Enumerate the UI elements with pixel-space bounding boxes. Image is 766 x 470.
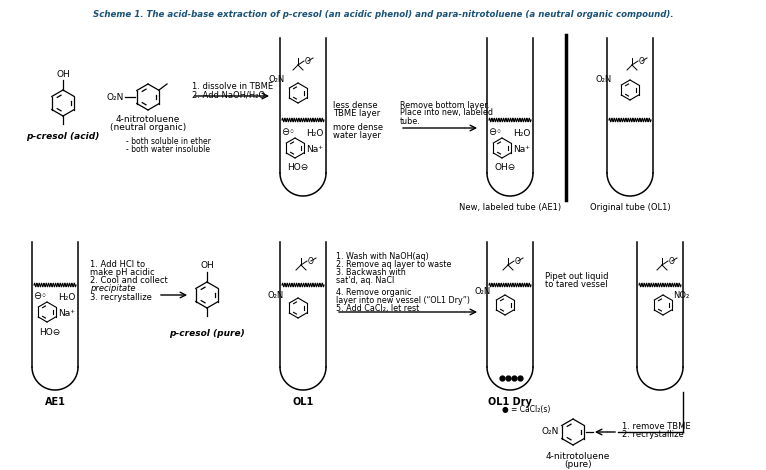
Text: OH: OH [56, 70, 70, 79]
Text: 3. recrystallize: 3. recrystallize [90, 293, 152, 302]
Text: Na⁺: Na⁺ [306, 146, 323, 155]
Text: 1. dissolve in TBME: 1. dissolve in TBME [192, 82, 273, 91]
Text: water layer: water layer [333, 132, 381, 141]
Text: HO⊖: HO⊖ [287, 163, 309, 172]
Text: OL1 Dry: OL1 Dry [488, 397, 532, 407]
Text: H₂O: H₂O [306, 130, 323, 139]
Text: Na⁺: Na⁺ [58, 310, 75, 319]
Text: more dense: more dense [333, 124, 383, 133]
Text: TBME layer: TBME layer [333, 109, 380, 118]
Text: p-cresol (acid): p-cresol (acid) [26, 132, 100, 141]
Text: 1. Wash with NaOH(aq): 1. Wash with NaOH(aq) [336, 252, 429, 261]
Text: O₂N: O₂N [269, 76, 285, 85]
Text: 2. Remove aq layer to waste: 2. Remove aq layer to waste [336, 260, 451, 269]
Text: 2. Add NaOH/H₂O: 2. Add NaOH/H₂O [192, 90, 265, 99]
Text: O: O [305, 56, 311, 65]
Text: layer into new vessel (“OL1 Dry”): layer into new vessel (“OL1 Dry”) [336, 296, 470, 305]
Text: Original tube (OL1): Original tube (OL1) [590, 203, 670, 212]
Text: - both water insoluble: - both water insoluble [126, 145, 210, 154]
Text: (pure): (pure) [565, 460, 592, 469]
Text: OL1: OL1 [293, 397, 313, 407]
Text: ● = CaCl₂(s): ● = CaCl₂(s) [502, 405, 551, 414]
Text: Place into new, labeled: Place into new, labeled [400, 109, 493, 118]
Text: - both soluble in ether: - both soluble in ether [126, 137, 211, 146]
Text: Remove bottom layer.: Remove bottom layer. [400, 101, 489, 110]
Text: AE1: AE1 [44, 397, 65, 407]
Text: HO⊖: HO⊖ [39, 328, 61, 337]
Text: less dense: less dense [333, 101, 378, 110]
Text: to tared vessel: to tared vessel [545, 280, 607, 289]
Text: H₂O: H₂O [58, 293, 75, 303]
Text: 4. Remove organic: 4. Remove organic [336, 288, 411, 297]
Text: O: O [639, 56, 645, 65]
Text: OH⊖: OH⊖ [494, 163, 516, 172]
Text: ⊖◦: ⊖◦ [33, 291, 47, 301]
Text: O: O [669, 257, 675, 266]
Text: Na⁺: Na⁺ [513, 146, 530, 155]
Text: O₂N: O₂N [542, 428, 559, 437]
Text: ⊖◦: ⊖◦ [488, 127, 502, 137]
Text: 2. Cool and collect: 2. Cool and collect [90, 276, 168, 285]
Text: O₂N: O₂N [268, 290, 284, 299]
Text: precipitate: precipitate [90, 284, 136, 293]
Text: ⊖◦: ⊖◦ [281, 127, 295, 137]
Text: NO₂: NO₂ [673, 290, 689, 299]
Text: O₂N: O₂N [475, 288, 491, 297]
Text: New, labeled tube (AE1): New, labeled tube (AE1) [459, 203, 561, 212]
Text: tube.: tube. [400, 117, 421, 125]
Text: 4-nitrotoluene: 4-nitrotoluene [116, 115, 180, 124]
Text: 3. Backwash with: 3. Backwash with [336, 268, 406, 277]
Text: 2. recrystallize: 2. recrystallize [622, 430, 684, 439]
Text: sat'd, aq. NaCl: sat'd, aq. NaCl [336, 276, 394, 285]
Text: O: O [515, 257, 521, 266]
Text: O: O [308, 257, 314, 266]
Text: make pH acidic: make pH acidic [90, 268, 155, 277]
Text: p-cresol (pure): p-cresol (pure) [169, 329, 245, 338]
Text: (neutral organic): (neutral organic) [110, 123, 186, 132]
Text: OH: OH [200, 261, 214, 270]
Text: 1. remove TBME: 1. remove TBME [622, 422, 691, 431]
Text: 5. Add CaCl₂, let rest: 5. Add CaCl₂, let rest [336, 304, 419, 313]
Text: 4-nitrotoluene: 4-nitrotoluene [546, 452, 611, 461]
Text: Pipet out liquid: Pipet out liquid [545, 272, 608, 281]
Text: O₂N: O₂N [106, 93, 124, 102]
Text: H₂O: H₂O [513, 130, 530, 139]
Text: Scheme 1. The acid-base extraction of p-cresol (an acidic phenol) and para-nitro: Scheme 1. The acid-base extraction of p-… [93, 10, 673, 19]
Text: O₂N: O₂N [596, 76, 612, 85]
Text: 1. Add HCl to: 1. Add HCl to [90, 260, 145, 269]
